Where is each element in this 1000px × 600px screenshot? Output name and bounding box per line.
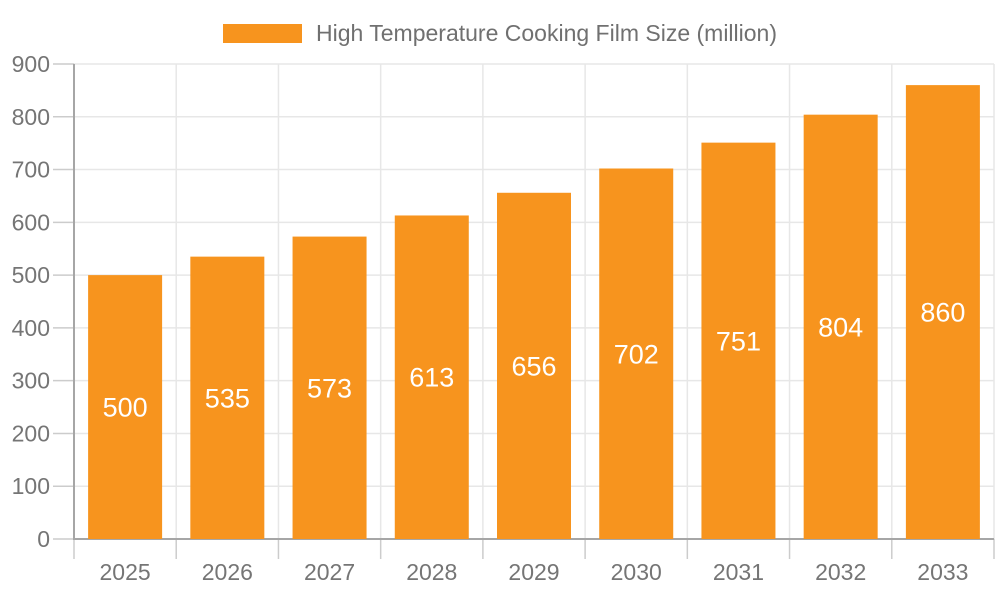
bar	[803, 114, 878, 540]
y-axis-label: 700	[12, 157, 50, 183]
bar-value-label: 613	[409, 363, 454, 393]
bar	[701, 142, 776, 539]
bar	[497, 192, 571, 539]
x-axis-label: 2031	[713, 559, 764, 585]
y-axis-label: 500	[12, 262, 50, 288]
y-axis-label: 600	[12, 209, 50, 235]
bar-value-label: 656	[511, 351, 556, 381]
bar	[88, 275, 163, 539]
x-axis-label: 2028	[406, 559, 457, 585]
bar	[394, 215, 469, 539]
y-axis-label: 800	[12, 104, 50, 130]
bar-value-label: 535	[205, 383, 250, 413]
y-axis-label: 300	[12, 368, 50, 394]
x-axis-label: 2025	[100, 559, 151, 585]
legend[interactable]: High Temperature Cooking Film Size (mill…	[0, 19, 1000, 46]
x-axis-label: 2026	[202, 559, 253, 585]
x-axis-label: 2027	[304, 559, 355, 585]
bar	[292, 236, 367, 540]
bar	[905, 85, 980, 539]
x-axis-label: 2032	[815, 559, 866, 585]
y-axis-label: 900	[12, 51, 50, 77]
legend-swatch	[222, 23, 302, 43]
y-axis-label: 400	[12, 315, 50, 341]
legend-label: High Temperature Cooking Film Size (mill…	[315, 19, 777, 46]
y-axis-label: 200	[12, 420, 50, 446]
bar-value-label: 573	[307, 373, 352, 403]
x-axis-label: 2030	[611, 559, 662, 585]
bar-value-label: 860	[920, 298, 965, 328]
y-axis-label: 0	[37, 526, 50, 552]
bar-value-label: 751	[716, 326, 761, 356]
bar-value-label: 804	[818, 312, 863, 342]
bar-value-label: 500	[103, 393, 148, 423]
bar-value-label: 702	[614, 339, 659, 369]
bar	[190, 256, 265, 539]
bar	[599, 168, 674, 539]
x-axis-label: 2029	[508, 559, 559, 585]
y-axis-label: 100	[12, 473, 50, 499]
x-axis-label: 2033	[917, 559, 968, 585]
